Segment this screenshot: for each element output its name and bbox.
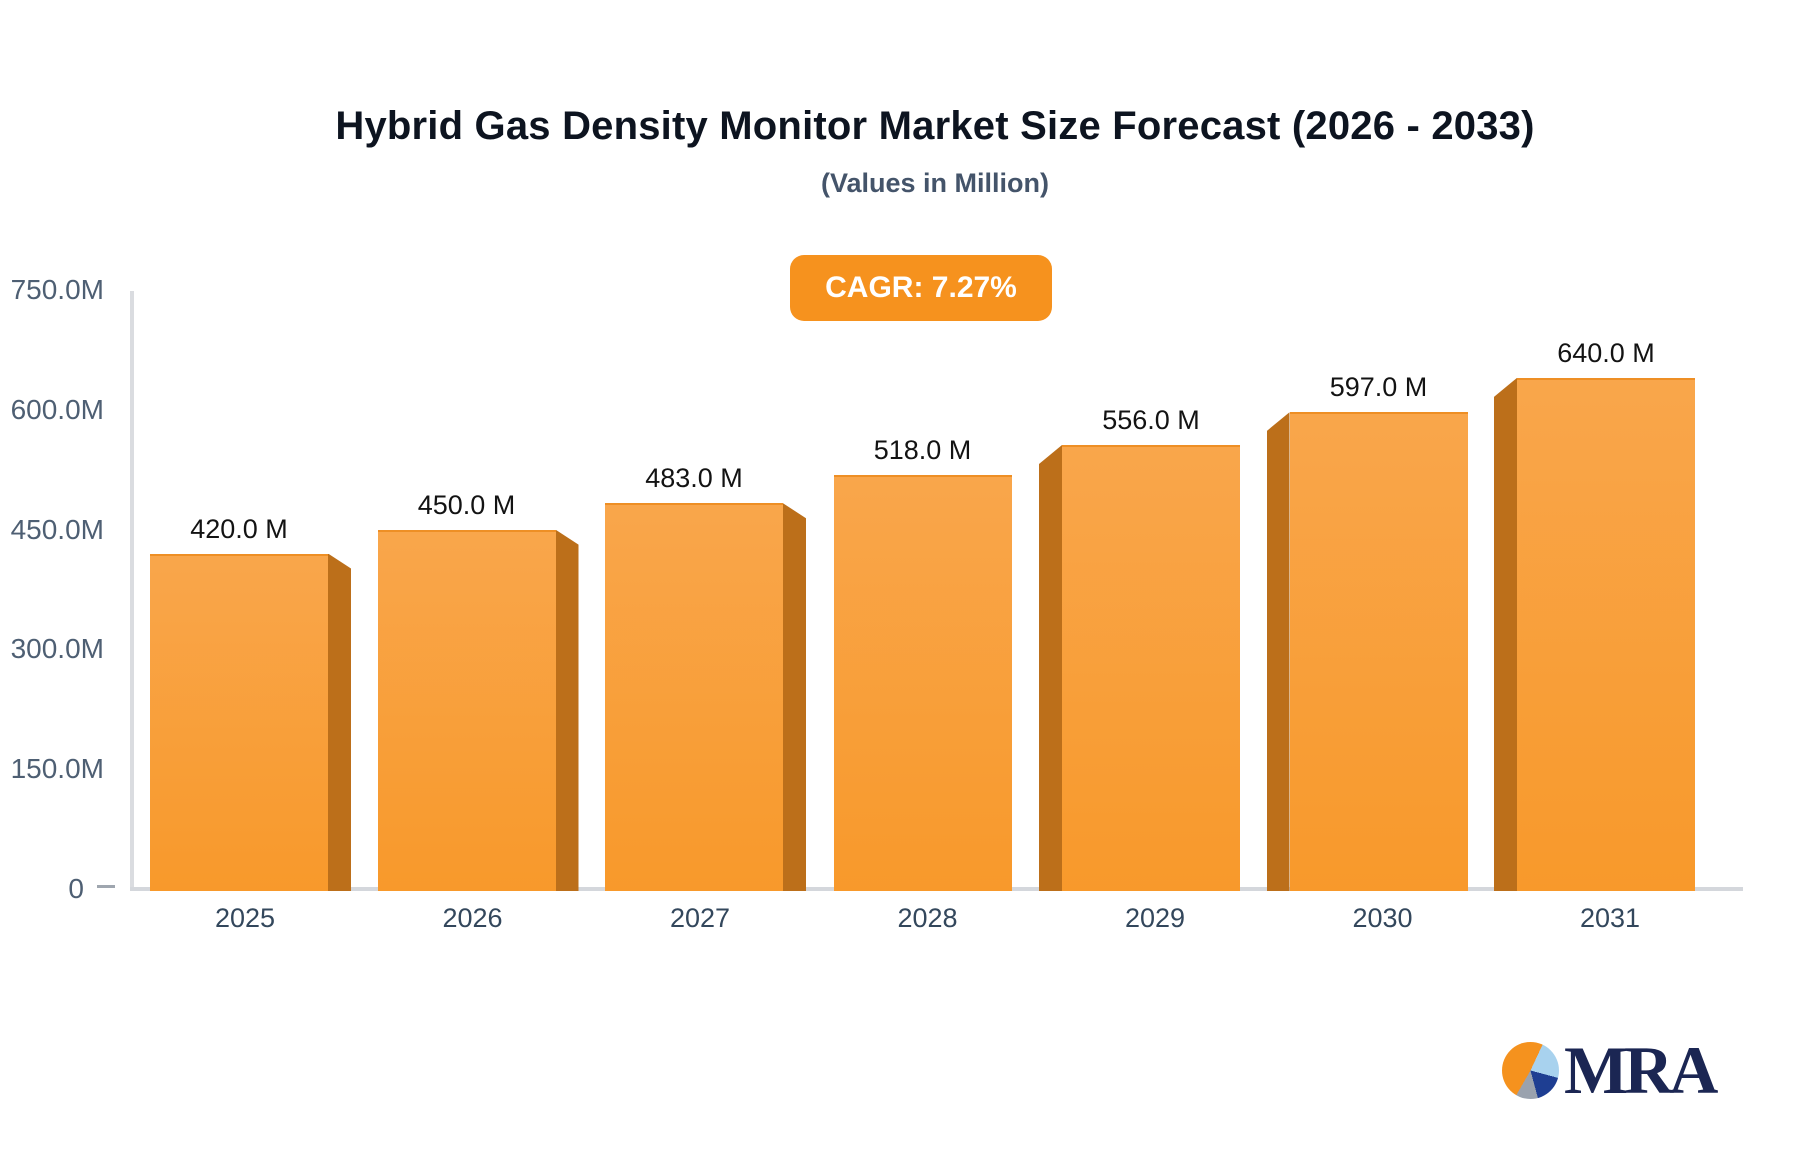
bar-value-label: 450.0 M [417,489,516,520]
x-axis-label: 2031 [1579,903,1641,933]
bar [1289,412,1468,891]
bar-value-label: 483.0 M [645,463,743,494]
bar [1062,444,1240,891]
cagr-badge: CAGR: 7.27% [790,255,1052,321]
bar-value-label: 640.0 M [1557,337,1655,368]
bar-value-label: 518.0 M [873,435,972,466]
y-axis-label: 0 [68,873,84,904]
bar [605,503,783,891]
brand-text: MRA [1564,1032,1718,1108]
bar-value-label: 420.0 M [190,513,288,544]
bar [150,553,328,891]
y-axis-line [130,291,134,889]
x-axis-label: 2025 [214,903,276,933]
bar-side-face [783,503,806,891]
y-axis-label: 150.0M [10,753,104,785]
bar [833,475,1012,891]
bar [1517,377,1695,891]
y-axis-label: 600.0M [10,393,104,425]
x-axis-label: 2029 [1124,903,1186,933]
y-axis-label: 300.0M [10,633,104,665]
x-axis-label: 2028 [897,903,958,933]
pie-chart-icon [1502,1042,1559,1099]
y-axis-label: 450.0M [10,513,104,545]
bar-side-face [328,553,351,891]
bar-value-label: 556.0 M [1102,404,1200,435]
bar-side-face [555,529,579,891]
x-axis-label: 2030 [1352,903,1413,933]
bar [377,529,556,891]
page-subtitle: (Values in Million) [820,168,1050,198]
bar-side-face [1266,412,1290,891]
x-axis-label: 2026 [442,903,503,933]
x-axis-label: 2027 [669,903,731,933]
page-title: Hybrid Gas Density Monitor Market Size F… [335,104,1535,148]
brand-logo: MRA [1502,1032,1718,1108]
zero-tick-mark [97,885,115,888]
bar-side-face [1494,377,1517,891]
bar-side-face [1039,444,1062,891]
y-axis-label: 750.0M [10,274,104,305]
bar-value-label: 597.0 M [1329,372,1428,403]
